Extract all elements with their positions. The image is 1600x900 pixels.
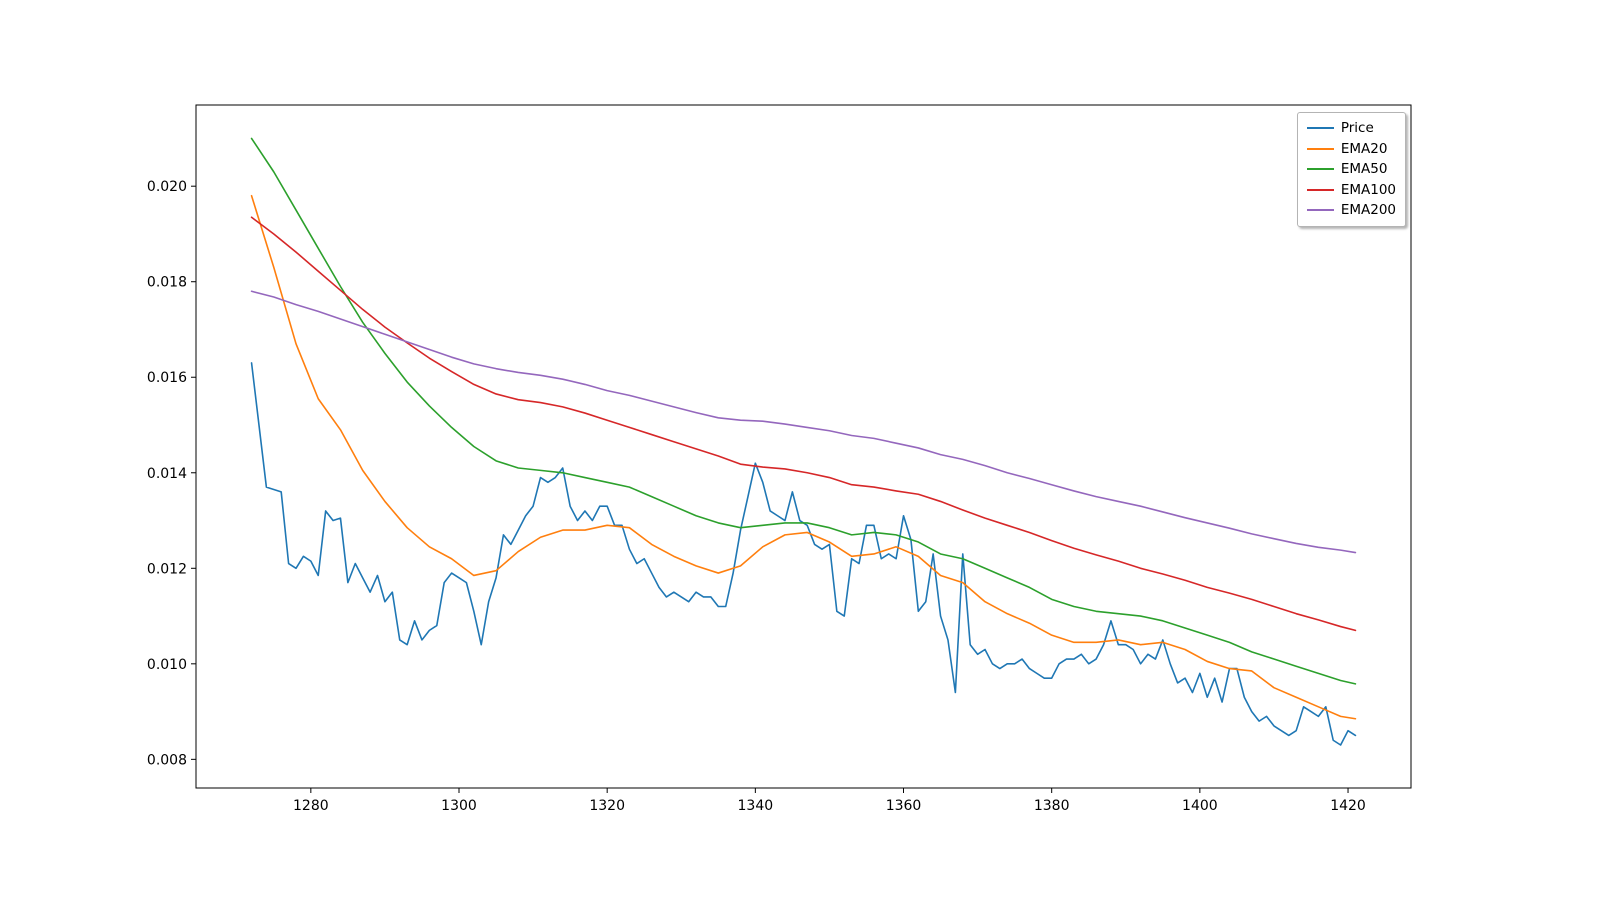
legend-item-label: EMA50	[1340, 161, 1388, 178]
legend-item-label: EMA200	[1340, 202, 1396, 219]
y-axis-tick-label: 0.008	[147, 752, 187, 768]
y-axis-tick-label: 0.020	[147, 179, 187, 195]
x-axis-tick-label: 1420	[1330, 798, 1366, 814]
legend-item-label: EMA20	[1340, 140, 1388, 157]
legend-item-ema50: EMA50	[1306, 159, 1396, 180]
x-axis-tick-label: 1280	[293, 798, 329, 814]
y-axis-tick-label: 0.018	[147, 275, 187, 291]
x-axis-tick-label: 1320	[589, 798, 625, 814]
legend-item-label: EMA100	[1340, 181, 1396, 198]
x-axis-tick-label: 1400	[1182, 798, 1218, 814]
series-line-ema200	[250, 290, 1357, 554]
legend-line-swatch	[1306, 209, 1334, 212]
legend-line-swatch	[1306, 147, 1334, 150]
legend-item-price: Price	[1306, 118, 1396, 139]
y-axis-tick-label: 0.014	[147, 466, 187, 482]
x-axis-tick-label: 1380	[1034, 798, 1070, 814]
legend-item-ema100: EMA100	[1306, 180, 1396, 201]
plot-area	[195, 104, 1412, 789]
series-line-ema20	[250, 194, 1357, 720]
series-line-ema100	[250, 216, 1357, 632]
x-axis-tick-label: 1360	[886, 798, 922, 814]
series-line-price	[250, 362, 1357, 746]
x-axis-tick-label: 1340	[738, 798, 774, 814]
legend: Price EMA20 EMA50 EMA100 EMA200	[1296, 112, 1406, 227]
y-axis-tick-label: 0.012	[147, 561, 187, 577]
legend-item-ema200: EMA200	[1306, 200, 1396, 221]
legend-line-swatch	[1306, 168, 1334, 171]
legend-item-label: Price	[1340, 120, 1374, 137]
y-axis-tick-label: 0.010	[147, 657, 187, 673]
legend-item-ema20: EMA20	[1306, 139, 1396, 160]
y-axis-tick-label: 0.016	[147, 370, 187, 386]
legend-line-swatch	[1306, 127, 1334, 130]
legend-line-swatch	[1306, 188, 1334, 191]
series-line-ema50	[250, 137, 1357, 685]
x-axis-tick-label: 1300	[441, 798, 477, 814]
